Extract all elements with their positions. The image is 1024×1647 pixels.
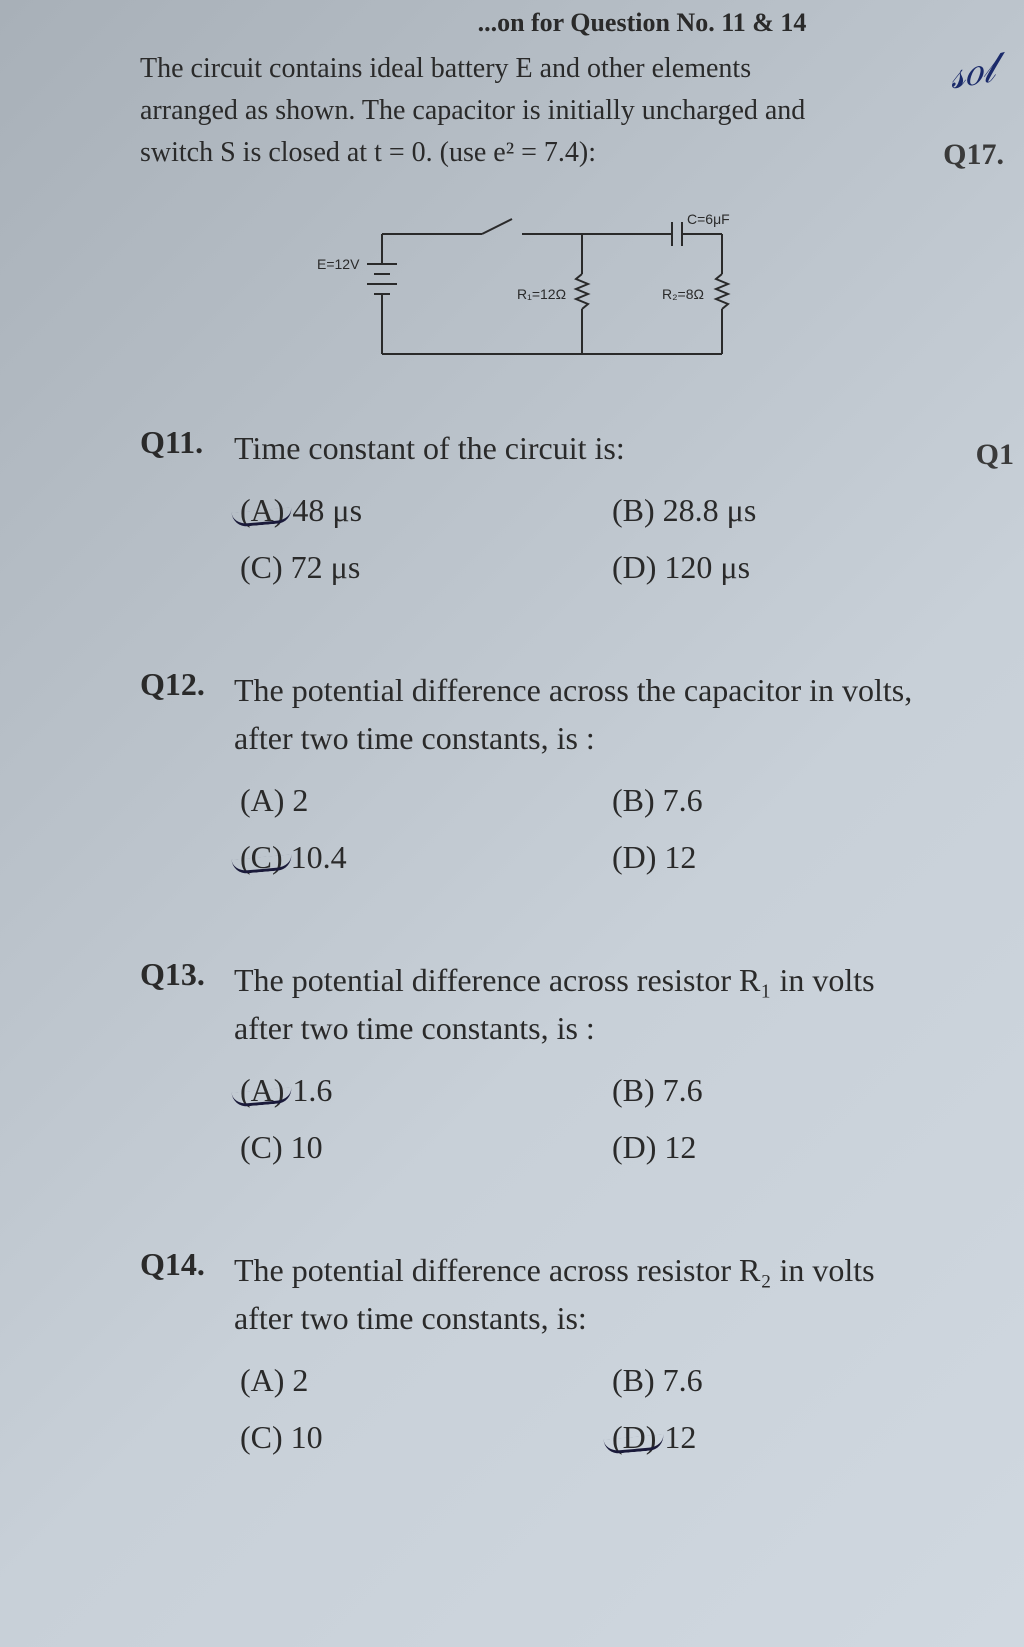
question-13: Q13. The potential difference across res… <box>140 956 944 1166</box>
q13-options: (A) 1.6 (B) 7.6 (C) 10 (D) 12 <box>240 1072 944 1166</box>
q11-label: Q11. <box>140 424 230 461</box>
emf-label: E=12V <box>317 256 360 272</box>
q12-option-d: (D) 12 <box>612 839 944 876</box>
intro-paragraph: The circuit contains ideal battery E and… <box>140 48 944 174</box>
q14-option-c: (C) 10 <box>240 1419 572 1456</box>
circuit-svg: E=12V R₁=12Ω R₂=8Ω C=6μF <box>302 204 782 384</box>
q11-option-a: (A) 48 μs <box>240 492 572 529</box>
q14-option-d: (D) 12 <box>612 1419 944 1456</box>
page-content: 𝓈𝑜𝓁 ...on for Question No. 11 & 14 The c… <box>0 8 1024 1456</box>
margin-q1: Q1 <box>976 438 1014 472</box>
q13-text: The potential difference across resistor… <box>234 956 938 1052</box>
q11-option-c: (C) 72 μs <box>240 549 572 586</box>
pen-scribble: 𝓈𝑜𝓁 <box>945 44 998 98</box>
q13-label: Q13. <box>140 956 230 993</box>
question-11: Q11. Time constant of the circuit is: (A… <box>140 424 944 586</box>
q14-option-b: (B) 7.6 <box>612 1362 944 1399</box>
question-14: Q14. The potential difference across res… <box>140 1246 944 1456</box>
q11-options: (A) 48 μs (B) 28.8 μs (C) 72 μs (D) 120 … <box>240 492 944 586</box>
q11-text: Time constant of the circuit is: <box>234 424 938 472</box>
q12-option-a: (A) 2 <box>240 782 572 819</box>
q11-option-b: (B) 28.8 μs <box>612 492 944 529</box>
margin-q17: Q17. <box>943 138 1004 172</box>
q12-options: (A) 2 (B) 7.6 (C) 10.4 (D) 12 <box>240 782 944 876</box>
q12-label: Q12. <box>140 666 230 703</box>
q11-option-d: (D) 120 μs <box>612 549 944 586</box>
q13-option-c: (C) 10 <box>240 1129 572 1166</box>
cap-label: C=6μF <box>687 211 730 227</box>
circuit-diagram: E=12V R₁=12Ω R₂=8Ω C=6μF <box>302 204 782 384</box>
q12-text: The potential difference across the capa… <box>234 666 938 762</box>
q14-option-a: (A) 2 <box>240 1362 572 1399</box>
q12-option-c: (C) 10.4 <box>240 839 572 876</box>
q14-label: Q14. <box>140 1246 230 1283</box>
q13-option-a: (A) 1.6 <box>240 1072 572 1109</box>
header-text: ...on for Question No. 11 & 14 <box>340 8 944 38</box>
q13-option-b: (B) 7.6 <box>612 1072 944 1109</box>
q14-text: The potential difference across resistor… <box>234 1246 938 1342</box>
question-12: Q12. The potential difference across the… <box>140 666 944 876</box>
r1-label: R₁=12Ω <box>517 286 566 302</box>
q12-option-b: (B) 7.6 <box>612 782 944 819</box>
q13-option-d: (D) 12 <box>612 1129 944 1166</box>
q14-options: (A) 2 (B) 7.6 (C) 10 (D) 12 <box>240 1362 944 1456</box>
r2-label: R₂=8Ω <box>662 286 704 302</box>
